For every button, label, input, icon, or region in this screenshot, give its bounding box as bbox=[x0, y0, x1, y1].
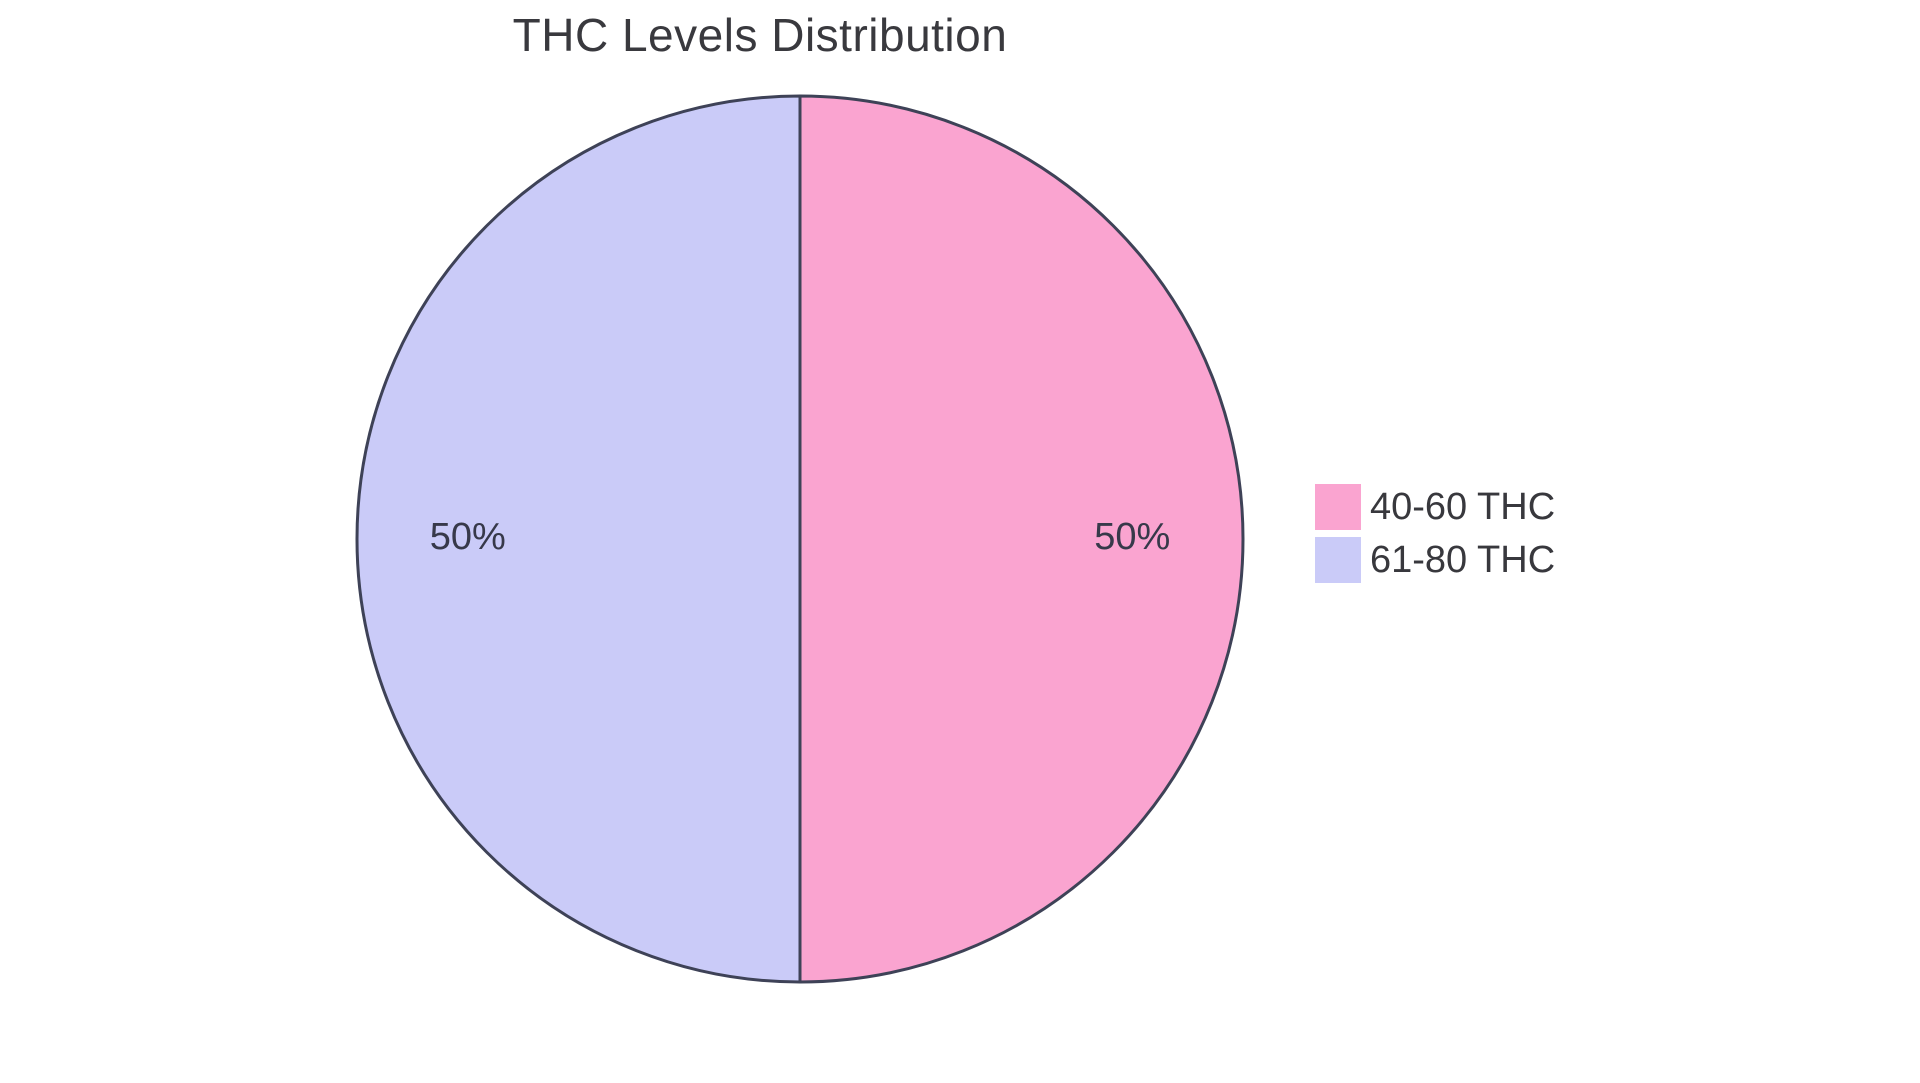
legend-swatch bbox=[1315, 484, 1361, 530]
pie-slice-40-60-thc[interactable] bbox=[798, 94, 1245, 984]
chart-title: THC Levels Distribution bbox=[512, 9, 1008, 61]
legend-item-40-60-thc[interactable]: 40-60 THC bbox=[1315, 484, 1555, 530]
legend-swatch bbox=[1315, 537, 1361, 583]
pie-chart: 50%50% bbox=[355, 94, 1245, 984]
legend-label: 61-80 THC bbox=[1370, 538, 1556, 581]
legend-item-61-80-thc[interactable]: 61-80 THC bbox=[1315, 537, 1555, 583]
legend: 40-60 THC 61-80 THC bbox=[1315, 484, 1555, 590]
pie-slice-61-80-thc[interactable] bbox=[355, 94, 802, 984]
legend-label: 40-60 THC bbox=[1370, 485, 1556, 528]
